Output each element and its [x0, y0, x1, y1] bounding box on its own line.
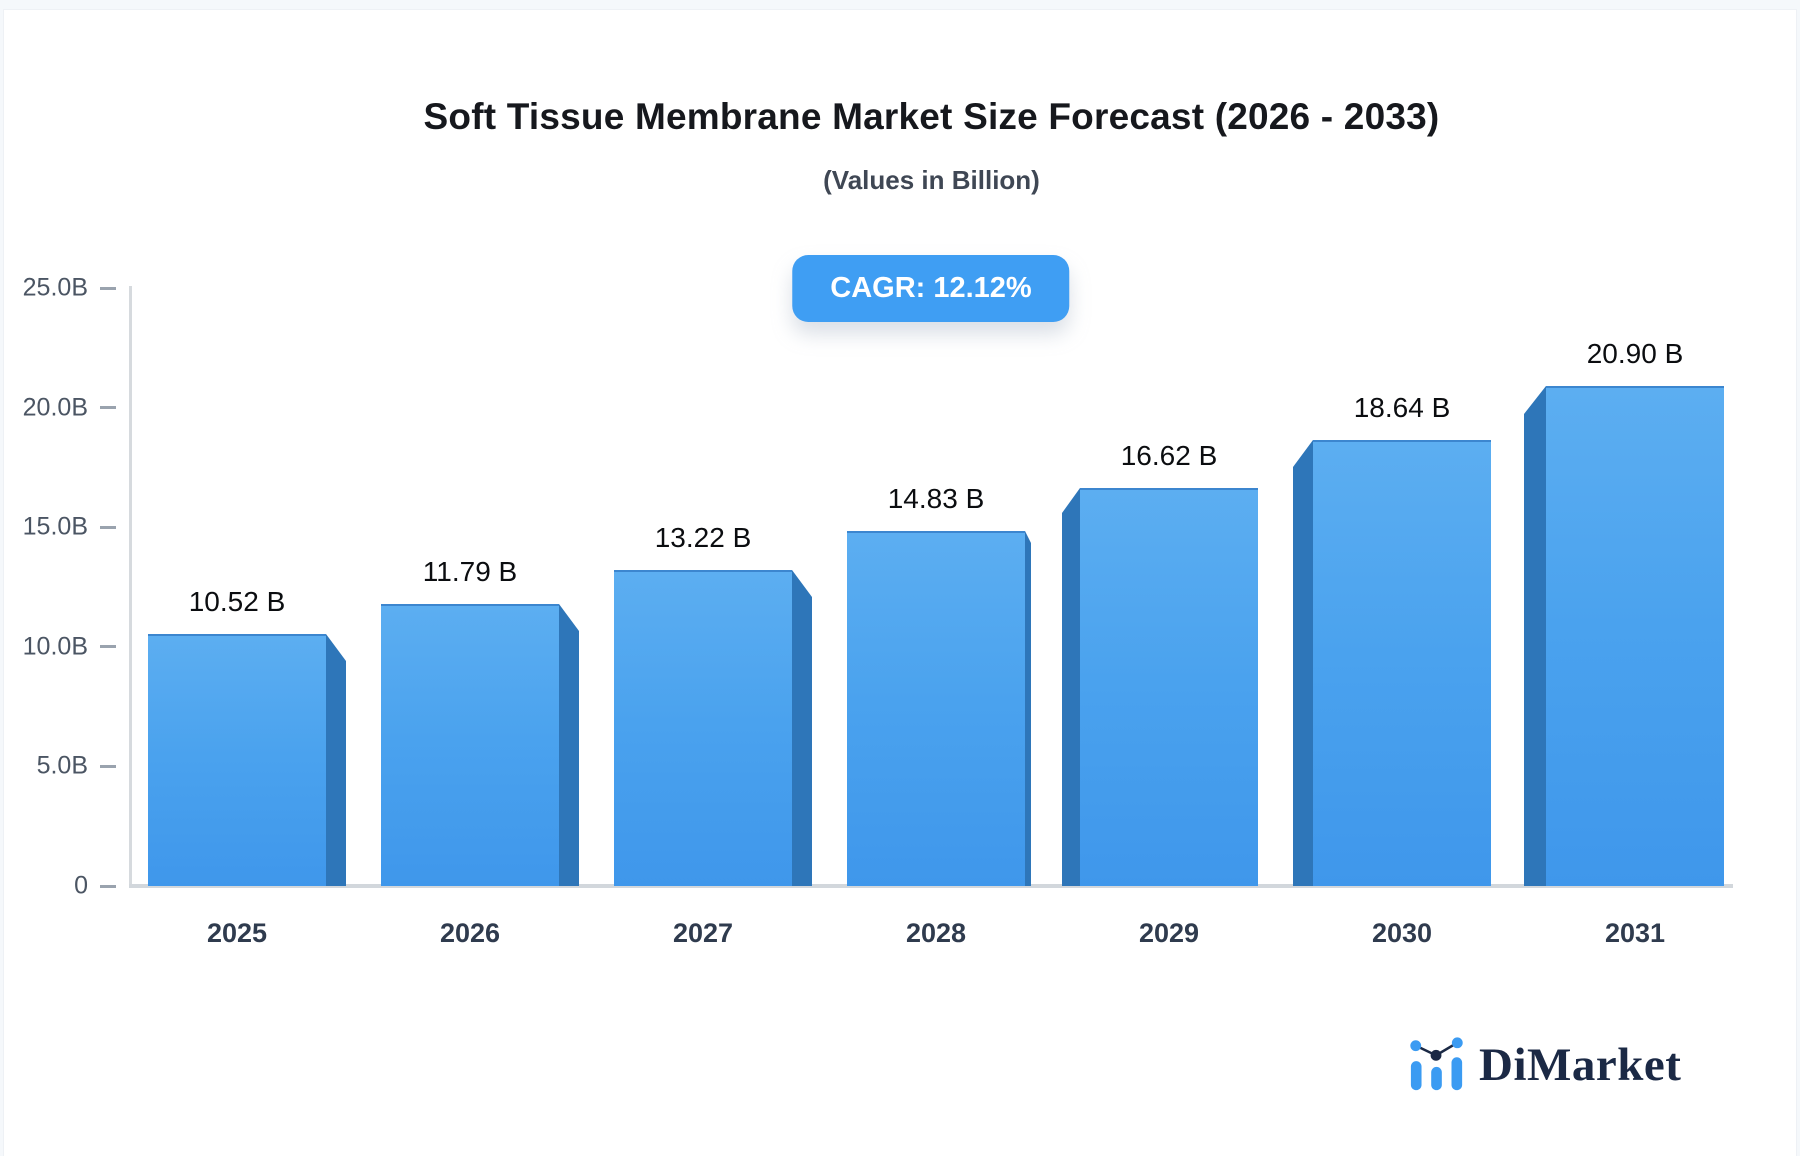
bar-side-face	[326, 634, 346, 886]
y-tick-mark	[100, 645, 116, 649]
bar-side-face	[792, 570, 812, 886]
brand-logo: DiMarket	[1408, 1036, 1681, 1094]
bar-value-label: 10.52 B	[188, 586, 286, 617]
y-tick-label: 15.0B	[22, 512, 88, 541]
y-tick-label: 5.0B	[36, 751, 88, 780]
bar-face	[148, 634, 326, 886]
y-tick-mark	[100, 764, 116, 768]
bar-2028: 14.83 B 2028	[847, 0, 1031, 1156]
bar-value-label: 14.83 B	[887, 483, 985, 514]
bar-value-label: 16.62 B	[1120, 440, 1218, 471]
x-axis-label-2030: 2030	[1371, 918, 1433, 948]
bar-side-face	[1025, 531, 1031, 886]
bar-2025: 10.52 B 2025	[148, 0, 346, 1156]
x-axis-label-2031: 2031	[1604, 918, 1666, 948]
bar-side-face	[1524, 386, 1546, 886]
bar-side-face	[1293, 440, 1313, 886]
x-axis-label-2026: 2026	[439, 918, 501, 948]
x-axis-label-2025: 2025	[206, 918, 268, 948]
y-tick-label: 10.0B	[22, 632, 88, 661]
bar-value-label: 18.64 B	[1353, 392, 1451, 423]
bar-face	[381, 604, 559, 886]
bar-face	[1313, 440, 1491, 886]
y-tick-mark	[100, 286, 116, 290]
y-tick-mark	[100, 884, 116, 888]
cagr-badge: CAGR: 12.12%	[792, 255, 1070, 322]
bar-2031: 20.90 B 2031	[1524, 0, 1724, 1156]
chart-title: Soft Tissue Membrane Market Size Forecas…	[423, 96, 1440, 137]
bar-face	[1546, 386, 1724, 886]
y-axis-line	[129, 286, 132, 888]
bar-2027: 13.22 B 2027	[614, 0, 812, 1156]
bar-side-face	[559, 604, 579, 886]
y-tick-mark	[100, 525, 116, 529]
bar-face	[614, 570, 792, 886]
chart-subtitle: (Values in Billion)	[823, 165, 1040, 195]
y-tick-label: 25.0B	[22, 273, 88, 302]
bar-value-label: 20.90 B	[1586, 338, 1684, 369]
bar-face	[847, 531, 1025, 886]
brand-logo-text: DiMarket	[1479, 1039, 1682, 1091]
brand-logo-icon	[1410, 1037, 1463, 1091]
y-tick-label: 0	[74, 871, 88, 900]
bar-face	[1080, 488, 1258, 886]
bar-2030: 18.64 B 2030	[1293, 0, 1491, 1156]
bar-2029: 16.62 B 2029	[1062, 0, 1258, 1156]
bar-2026: 11.79 B 2026	[381, 0, 579, 1156]
bar-value-label: 11.79 B	[422, 556, 518, 587]
x-axis-baseline	[129, 884, 1733, 888]
x-axis-label-2028: 2028	[905, 918, 967, 948]
x-axis-label-2027: 2027	[672, 918, 734, 948]
bar-value-label: 13.22 B	[654, 522, 752, 553]
y-tick-label: 20.0B	[22, 393, 88, 422]
y-tick-mark	[100, 406, 116, 410]
x-axis-label-2029: 2029	[1138, 918, 1200, 948]
bar-side-face	[1062, 488, 1080, 886]
